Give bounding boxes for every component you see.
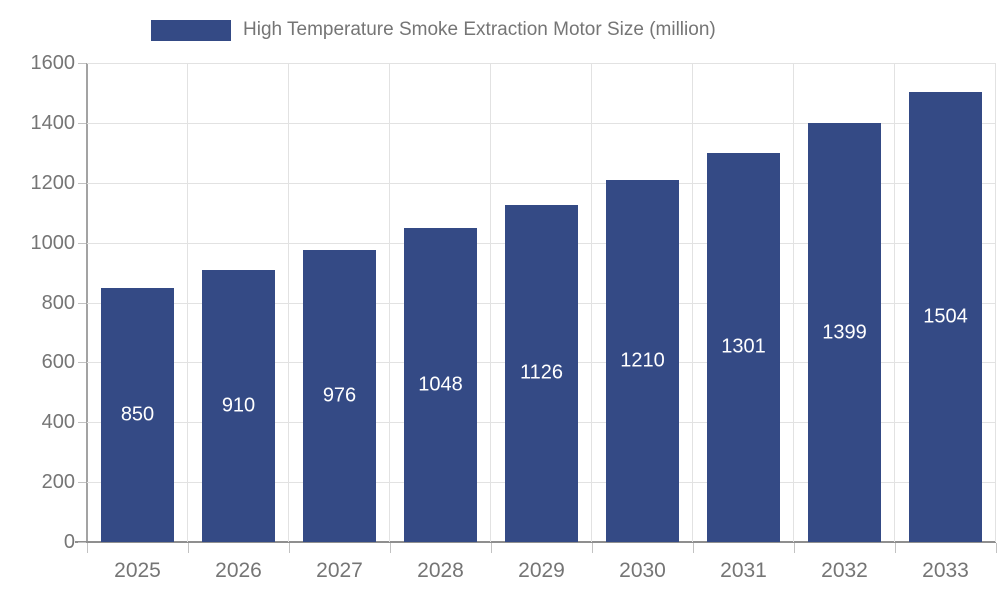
bar[interactable]: 1048 <box>404 228 477 542</box>
x-axis-tick <box>87 543 88 553</box>
bar[interactable]: 850 <box>101 287 174 542</box>
x-axis-label: 2028 <box>417 559 464 582</box>
y-axis-tick <box>78 362 86 364</box>
bar-value-label: 910 <box>221 394 256 417</box>
gridline-vertical <box>894 63 895 542</box>
x-axis-label: 2025 <box>114 559 161 582</box>
bar-value-label: 976 <box>322 384 357 407</box>
gridline-vertical <box>288 63 289 542</box>
gridline-vertical <box>389 63 390 542</box>
x-axis-tick <box>390 543 391 553</box>
bar[interactable]: 1210 <box>606 179 679 542</box>
x-axis-label: 2033 <box>922 559 969 582</box>
x-axis-tick <box>996 543 997 553</box>
x-axis-tick <box>895 543 896 553</box>
bar-value-label: 1048 <box>418 373 463 396</box>
y-axis-tick-label: 600 <box>41 351 75 374</box>
y-axis-tick <box>78 482 86 484</box>
x-axis-tick <box>188 543 189 553</box>
x-axis-tick <box>491 543 492 553</box>
gridline-vertical <box>591 63 592 542</box>
legend-label: High Temperature Smoke Extraction Motor … <box>243 19 716 40</box>
bar-value-label: 850 <box>120 403 155 426</box>
y-axis-tick <box>78 63 86 64</box>
x-axis-tick <box>289 543 290 553</box>
y-axis-tick-label: 1400 <box>30 111 76 134</box>
x-axis-tick <box>794 543 795 553</box>
x-axis-label: 2030 <box>619 559 666 582</box>
y-axis-tick-label: 1600 <box>30 52 76 74</box>
y-axis-tick-label: 1200 <box>30 171 76 194</box>
x-axis-label: 2029 <box>518 559 565 582</box>
gridline-vertical <box>187 63 188 542</box>
bar-value-label: 1126 <box>519 361 563 384</box>
gridline-vertical <box>490 63 491 542</box>
legend-swatch <box>151 19 231 41</box>
plot-area: 0 200 400 600 800 1000 1200 1400 1600 850 2025 910 2… <box>31 52 997 582</box>
y-axis-tick <box>78 182 86 184</box>
bar[interactable]: 910 <box>202 269 275 542</box>
gridline-horizontal <box>87 182 996 184</box>
bar[interactable]: 976 <box>303 249 376 542</box>
x-axis-label: 2032 <box>821 559 868 582</box>
gridline-vertical <box>692 63 693 542</box>
bar-value-label: 1399 <box>822 321 867 344</box>
gridline-horizontal <box>87 122 996 124</box>
x-axis-label: 2027 <box>316 559 363 582</box>
x-axis-tick <box>693 543 694 553</box>
x-axis-line <box>75 541 996 543</box>
gridline-vertical <box>995 63 996 542</box>
y-axis-tick <box>78 122 86 124</box>
y-axis-tick <box>78 302 86 304</box>
y-axis-tick-label: 1000 <box>30 231 76 254</box>
x-axis-label: 2026 <box>215 559 262 582</box>
y-axis-tick-label: 800 <box>41 291 75 314</box>
gridline-vertical <box>793 63 794 542</box>
gridline-horizontal <box>87 63 996 64</box>
y-axis-tick-label: 0 <box>63 531 75 553</box>
y-axis-tick-label: 200 <box>41 471 75 494</box>
y-axis-tick <box>78 422 86 424</box>
legend-item[interactable]: High Temperature Smoke Extraction Motor … <box>151 19 716 41</box>
y-axis-tick-label: 400 <box>41 411 75 434</box>
bar-value-label: 1210 <box>620 349 665 372</box>
y-axis-tick <box>78 542 86 543</box>
bar[interactable]: 1399 <box>808 123 881 542</box>
bar[interactable]: 1504 <box>909 91 982 542</box>
x-axis-tick <box>592 543 593 553</box>
bar-value-label: 1504 <box>923 305 968 328</box>
y-axis-tick <box>78 242 86 244</box>
bar[interactable]: 1301 <box>707 152 780 542</box>
x-axis-label: 2031 <box>720 559 767 582</box>
bar[interactable]: 1126 <box>505 204 578 542</box>
bar-value-label: 1301 <box>721 335 766 358</box>
